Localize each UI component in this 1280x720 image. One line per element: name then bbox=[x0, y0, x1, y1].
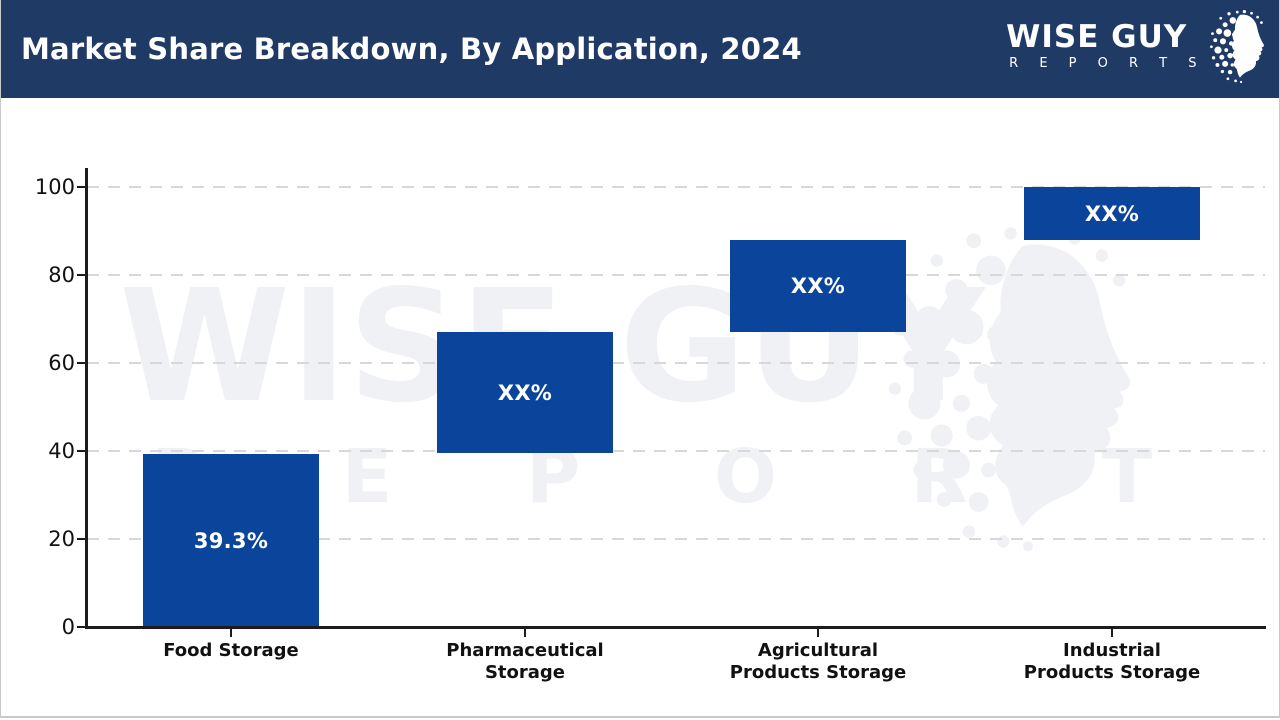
x-category-line: Products Storage bbox=[1023, 662, 1201, 683]
header-bar: Market Share Breakdown, By Application, … bbox=[1, 0, 1279, 98]
page-title: Market Share Breakdown, By Application, … bbox=[21, 32, 802, 66]
y-tick-mark bbox=[77, 274, 85, 276]
x-category-line: Products Storage bbox=[729, 662, 907, 683]
y-tick-label: 100 bbox=[34, 175, 75, 199]
y-tick-label: 60 bbox=[48, 351, 75, 375]
brand-face-icon bbox=[1207, 6, 1273, 92]
y-tick-mark bbox=[77, 362, 85, 364]
x-category-label-food-storage: Food Storage bbox=[121, 640, 341, 662]
x-category-line: Agricultural bbox=[757, 640, 879, 661]
bar-agricultural-products-storage: XX% bbox=[730, 240, 906, 332]
bar-industrial-products-storage: XX% bbox=[1024, 187, 1200, 240]
brand-subtitle: R E P O R T S bbox=[1009, 56, 1205, 71]
bar-value-label: XX% bbox=[497, 380, 553, 405]
bar-pharmaceutical-storage: XX% bbox=[437, 332, 613, 453]
x-category-label-pharmaceutical-storage: Pharmaceutical Storage bbox=[415, 640, 635, 684]
y-tick-label: 0 bbox=[61, 615, 75, 639]
x-category-line: Food Storage bbox=[163, 640, 299, 661]
gridline-80 bbox=[87, 274, 1265, 276]
bar-value-label: XX% bbox=[790, 274, 846, 298]
bar-value-label: XX% bbox=[1084, 201, 1140, 226]
y-tick-label: 20 bbox=[48, 527, 75, 551]
brand-name: WISE GUY bbox=[1006, 19, 1188, 55]
brand-logo-text: WISE GUY R E P O R T S bbox=[1006, 19, 1205, 71]
watermark-face-icon bbox=[873, 226, 1173, 571]
bar-food-storage: 39.3% bbox=[143, 454, 319, 627]
y-tick-mark bbox=[77, 538, 85, 540]
bar-value-label: 39.3% bbox=[193, 528, 269, 553]
x-tick-mark bbox=[817, 629, 819, 637]
x-tick-mark bbox=[1111, 629, 1113, 637]
x-category-label-agricultural-products-storage: Agricultural Products Storage bbox=[708, 640, 928, 684]
y-tick-mark bbox=[77, 450, 85, 452]
y-tick-label: 80 bbox=[48, 263, 75, 287]
x-axis-line bbox=[85, 626, 1266, 629]
x-category-line: Storage bbox=[484, 662, 566, 683]
gridline-60 bbox=[87, 362, 1265, 364]
gridline-40 bbox=[87, 450, 1265, 452]
x-category-line: Pharmaceutical bbox=[446, 640, 604, 661]
x-tick-mark bbox=[230, 629, 232, 637]
y-axis-line bbox=[85, 168, 88, 628]
x-tick-mark bbox=[524, 629, 526, 637]
y-tick-label: 40 bbox=[48, 439, 75, 463]
x-category-label-industrial-products-storage: Industrial Products Storage bbox=[1002, 640, 1222, 684]
y-tick-mark bbox=[77, 626, 85, 628]
gridline-20 bbox=[87, 538, 1265, 540]
y-tick-mark bbox=[77, 186, 85, 188]
brand-logo: WISE GUY R E P O R T S bbox=[1006, 6, 1273, 92]
gridline-100 bbox=[87, 186, 1265, 188]
x-category-line: Industrial bbox=[1063, 640, 1161, 661]
